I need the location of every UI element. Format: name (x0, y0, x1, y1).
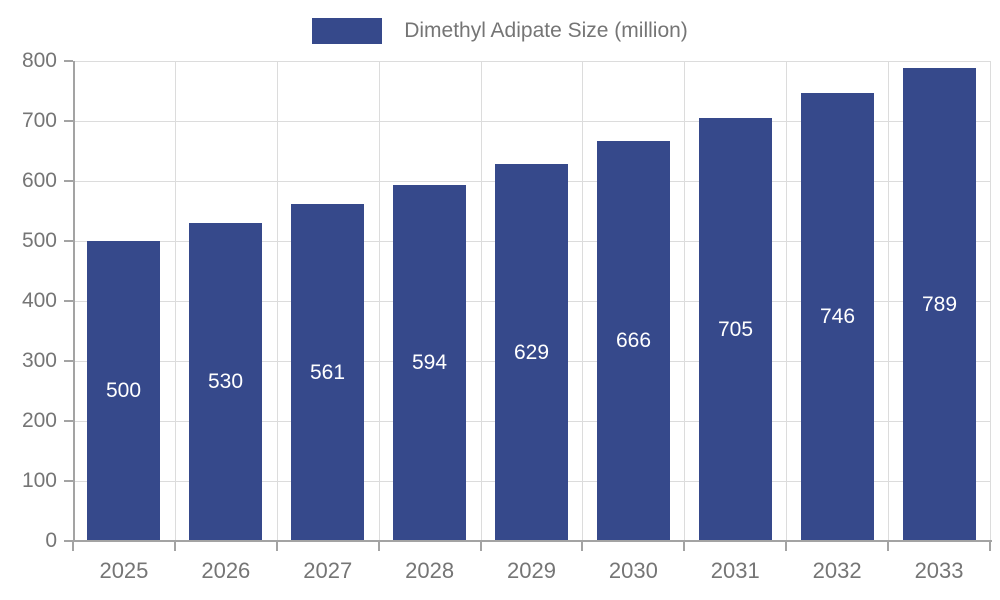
x-tick-label: 2026 (201, 558, 251, 583)
y-gridline (73, 61, 990, 62)
y-axis-line (73, 61, 75, 541)
bar: 746 (801, 93, 874, 541)
y-tick-mark (64, 420, 73, 422)
y-gridline (73, 121, 990, 122)
y-tick-mark (64, 240, 73, 242)
x-tick-mark (173, 542, 176, 551)
x-gridline (888, 61, 890, 541)
legend-swatch (312, 18, 383, 44)
y-tick-label: 400 (21, 289, 57, 312)
y-tick-label: 100 (21, 469, 57, 492)
x-gridline (684, 61, 686, 541)
x-tick-mark (785, 542, 788, 551)
bar: 561 (291, 204, 364, 541)
bar: 705 (699, 118, 772, 541)
bar: 666 (597, 141, 670, 541)
y-tick-mark (64, 180, 73, 182)
x-gridline (582, 61, 584, 541)
bar: 789 (903, 68, 976, 541)
plot-area: 500 530 561 594 629 666 705 746 789 (73, 61, 991, 541)
x-tick-label: 2027 (303, 558, 353, 583)
y-tick-label: 500 (21, 229, 57, 252)
legend-label: Dimethyl Adipate Size (million) (404, 19, 688, 42)
bar-value-label: 705 (717, 317, 754, 341)
x-tick-mark (377, 542, 380, 551)
bar-value-label: 666 (615, 329, 652, 352)
x-tick-mark (683, 542, 686, 551)
x-gridline (990, 61, 991, 541)
x-gridline (174, 61, 176, 541)
x-axis-line (65, 540, 992, 542)
x-tick-label: 2031 (710, 558, 760, 583)
y-tick-mark (64, 540, 73, 542)
y-tick-label: 700 (21, 109, 57, 132)
y-tick-mark (64, 300, 73, 302)
x-gridline (480, 61, 482, 541)
x-tick-mark (72, 542, 74, 551)
x-tick-mark (989, 542, 991, 551)
y-tick-mark (64, 360, 73, 362)
x-tick-label: 2025 (99, 558, 149, 583)
x-tick-label: 2033 (914, 558, 964, 583)
bar-value-label: 629 (513, 340, 550, 364)
x-gridline (378, 61, 380, 541)
y-tick-label: 200 (21, 409, 57, 432)
x-tick-label: 2029 (507, 558, 556, 583)
bar-value-label: 746 (819, 305, 856, 328)
x-gridline (276, 61, 278, 541)
bar-value-label: 561 (309, 360, 346, 384)
bar: 500 (87, 241, 160, 541)
bar: 629 (495, 164, 568, 541)
y-tick-mark (64, 60, 73, 62)
bar-value-label: 594 (411, 351, 448, 374)
bar-value-label: 500 (105, 379, 142, 402)
y-tick-label: 300 (21, 349, 57, 372)
bar: 530 (189, 223, 262, 541)
y-tick-mark (64, 120, 73, 122)
x-tick-label: 2028 (405, 558, 455, 583)
x-tick-mark (275, 542, 278, 551)
y-tick-label: 0 (45, 529, 57, 552)
legend[interactable]: Dimethyl Adipate Size (million) (0, 18, 1000, 44)
x-tick-label: 2030 (608, 558, 658, 583)
x-tick-label: 2032 (812, 558, 862, 583)
bar: 594 (393, 185, 466, 541)
y-tick-label: 600 (21, 169, 57, 192)
x-tick-mark (479, 542, 482, 551)
y-tick-mark (64, 480, 73, 482)
bar-value-label: 789 (921, 292, 958, 316)
x-tick-mark (887, 542, 890, 551)
x-gridline (786, 61, 788, 541)
bar-value-label: 530 (207, 370, 244, 393)
y-tick-label: 800 (21, 49, 57, 72)
x-tick-mark (581, 542, 584, 551)
